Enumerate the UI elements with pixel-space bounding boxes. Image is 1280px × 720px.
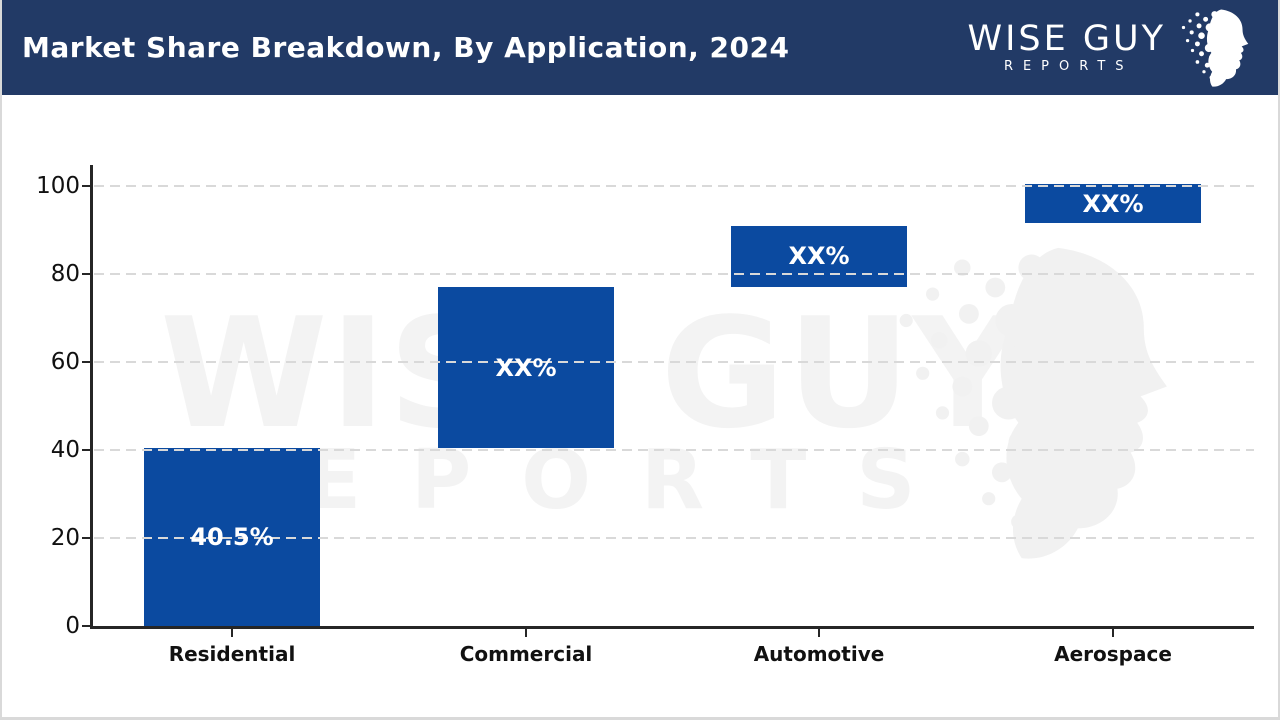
y-tick-mark-80: [82, 273, 90, 275]
bar-value-label-automotive: XX%: [788, 242, 850, 271]
y-tick-label-100: 100: [36, 173, 80, 199]
x-axis-line: [90, 626, 1254, 629]
gridline-80: [94, 273, 1254, 275]
logo-text: WISE GUY REPORTS: [967, 21, 1166, 75]
bar-value-label-commercial: XX%: [495, 353, 557, 382]
x-label-residential: Residential: [168, 642, 296, 666]
bar-value-label-aerospace: XX%: [1082, 189, 1144, 218]
y-tick-mark-20: [82, 537, 90, 539]
x-tick-mark-aerospace: [1112, 628, 1114, 637]
header: Market Share Breakdown, By Application, …: [2, 0, 1278, 95]
y-tick-label-80: 80: [50, 261, 80, 287]
logo-wordmark: WISE GUY: [967, 18, 1166, 59]
x-tick-mark-automotive: [818, 628, 820, 637]
y-tick-label-0: 0: [65, 613, 80, 639]
y-tick-label-60: 60: [50, 349, 80, 375]
y-tick-mark-0: [82, 625, 90, 627]
logo-subtext: REPORTS: [1003, 58, 1134, 74]
y-tick-label-20: 20: [50, 525, 80, 551]
bar-value-label-residential: 40.5%: [190, 522, 274, 551]
gridline-60: [94, 361, 1254, 363]
wiseguy-logo: WISE GUY REPORTS: [967, 6, 1254, 90]
gridline-40: [94, 449, 1254, 451]
bar-automotive: [731, 225, 907, 288]
x-label-aerospace: Aerospace: [1054, 642, 1172, 666]
wiseguy-head-icon: [1181, 8, 1249, 87]
y-tick-mark-100: [82, 185, 90, 187]
gridline-20: [94, 537, 1254, 539]
x-tick-mark-commercial: [525, 628, 527, 637]
y-tick-label-40: 40: [50, 437, 80, 463]
watermark-head-icon: [899, 247, 1167, 559]
y-tick-mark-60: [82, 361, 90, 363]
gridline-100: [94, 185, 1254, 187]
y-axis-line: [90, 165, 93, 629]
x-tick-mark-residential: [231, 628, 233, 637]
x-label-automotive: Automotive: [753, 642, 885, 666]
bar-aerospace: [1025, 183, 1201, 224]
chart-area: WISE GUY REPORTS 40.5% XX% XX% XX% Resid…: [2, 95, 1278, 717]
bar-commercial: [438, 287, 614, 448]
y-tick-mark-40: [82, 449, 90, 451]
x-label-commercial: Commercial: [459, 642, 593, 666]
bar-residential: [144, 447, 320, 626]
page-title: Market Share Breakdown, By Application, …: [22, 31, 790, 64]
